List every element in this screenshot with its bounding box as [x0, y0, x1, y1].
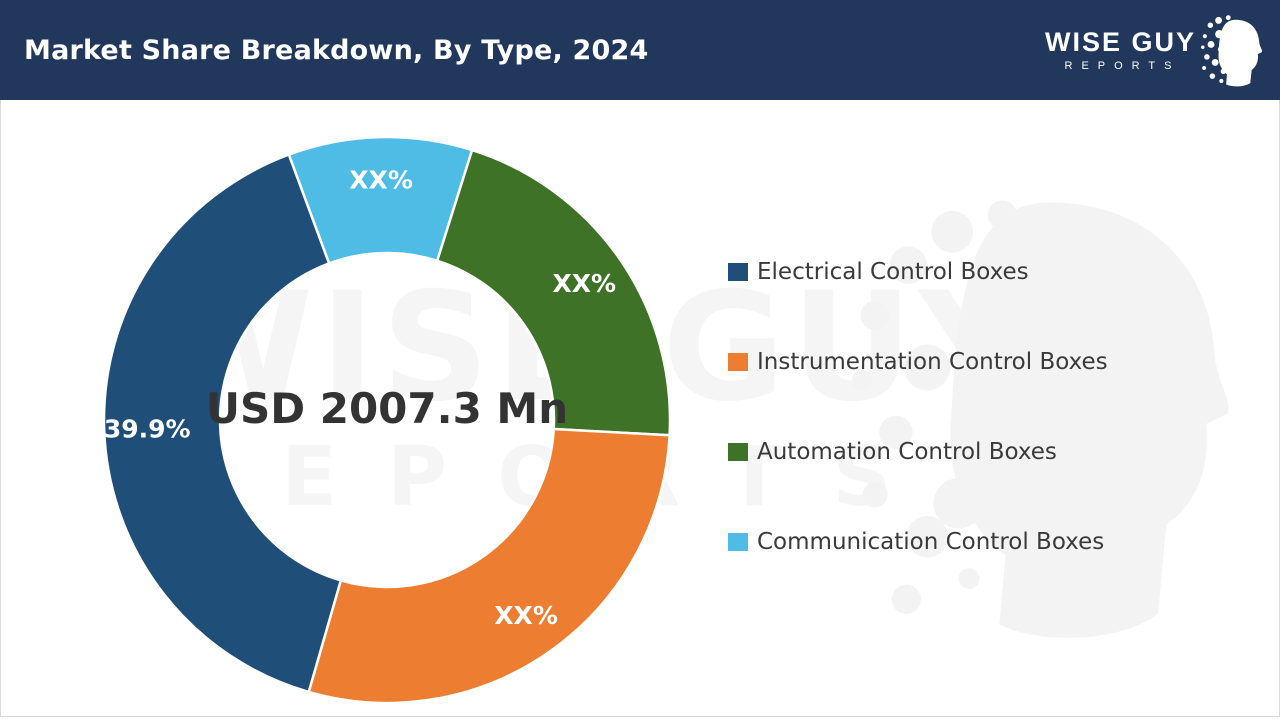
donut-segment-instrumentation-control-boxes: [307, 427, 671, 705]
legend-item-electrical: Electrical Control Boxes: [728, 256, 1029, 288]
legend-swatch-communication: [728, 533, 748, 551]
donut-segment-automation-control-boxes: [435, 148, 672, 437]
legend-label: Electrical Control Boxes: [757, 259, 1029, 285]
chart-center-value: USD 2007.3 Mn: [205, 384, 569, 433]
logo-face-icon: [1201, 15, 1262, 87]
legend-label: Automation Control Boxes: [757, 439, 1057, 465]
header-bar: Market Share Breakdown, By Type, 2024 WI…: [0, 0, 1280, 100]
logo-subtitle: REPORTS: [1064, 59, 1181, 72]
logo-text: WISE GUY REPORTS: [1044, 26, 1196, 72]
legend-swatch-automation: [728, 443, 748, 461]
legend-label: Communication Control Boxes: [757, 529, 1105, 555]
legend-item-communication: Communication Control Boxes: [728, 526, 1104, 558]
segment-percent-label: XX%: [349, 166, 413, 195]
page-title: Market Share Breakdown, By Type, 2024: [24, 34, 649, 66]
wise-guy-reports-logo: WISE GUY REPORTS: [1045, 8, 1262, 92]
legend-item-instrumentation: Instrumentation Control Boxes: [728, 346, 1108, 378]
legend-label: Instrumentation Control Boxes: [757, 349, 1108, 375]
legend-item-automation: Automation Control Boxes: [728, 436, 1057, 468]
segment-percent-label: 39.9%: [104, 414, 191, 443]
segment-percent-label: XX%: [494, 601, 558, 630]
donut-segment-electrical-control-boxes: [102, 153, 343, 694]
logo-wordmark: WISE GUY: [1044, 26, 1196, 57]
donut-chart: XX% XX% XX% 39.9%: [87, 120, 687, 720]
segment-percent-label: XX%: [552, 269, 616, 298]
legend-swatch-instrumentation: [728, 353, 748, 371]
legend-swatch-electrical: [728, 263, 748, 281]
